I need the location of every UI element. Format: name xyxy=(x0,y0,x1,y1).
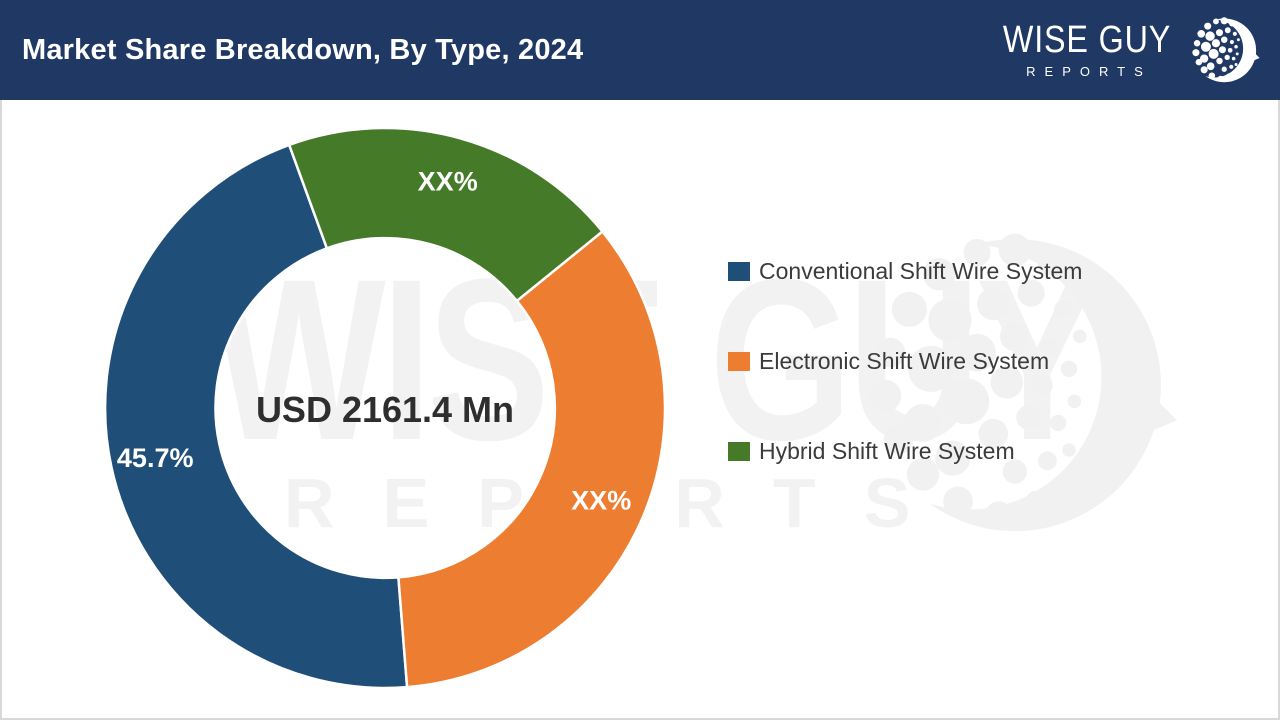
brand-logo: WISE GUY REPORTS xyxy=(988,14,1262,87)
brand-name: WISE GUY xyxy=(1002,19,1172,61)
legend-item-conventional: Conventional Shift Wire System xyxy=(728,258,1082,284)
chart-center-value: USD 2161.4 Mn xyxy=(255,389,515,430)
pie-slice-hybrid xyxy=(287,126,604,303)
slice-label-hybrid: XX% xyxy=(418,166,478,196)
page-title: Market Share Breakdown, By Type, 2024 xyxy=(22,33,584,66)
brand-face-icon xyxy=(1190,16,1262,87)
legend-label-electronic: Electronic Shift Wire System xyxy=(759,347,1050,374)
brand-logo-text: WISE GUY REPORTS xyxy=(988,21,1186,79)
slice-label-electronic: XX% xyxy=(571,486,631,516)
header-bar: Market Share Breakdown, By Type, 2024 WI… xyxy=(0,0,1280,100)
pie-slice-conventional xyxy=(103,143,409,690)
legend-swatch-hybrid xyxy=(728,441,750,461)
legend-swatch-electronic xyxy=(728,351,750,371)
legend: Conventional Shift Wire System Electroni… xyxy=(728,258,1082,528)
legend-item-electronic: Electronic Shift Wire System xyxy=(728,348,1082,374)
legend-label-hybrid: Hybrid Shift Wire System xyxy=(759,437,1015,464)
brand-tagline: REPORTS xyxy=(1026,64,1152,79)
legend-label-conventional: Conventional Shift Wire System xyxy=(759,257,1083,284)
legend-item-hybrid: Hybrid Shift Wire System xyxy=(728,438,1082,464)
donut-chart: 45.7% XX% XX% xyxy=(103,126,667,690)
pie-slice-electronic xyxy=(397,230,667,689)
legend-swatch-conventional xyxy=(728,261,750,281)
slice-label-conventional: 45.7% xyxy=(117,443,194,473)
